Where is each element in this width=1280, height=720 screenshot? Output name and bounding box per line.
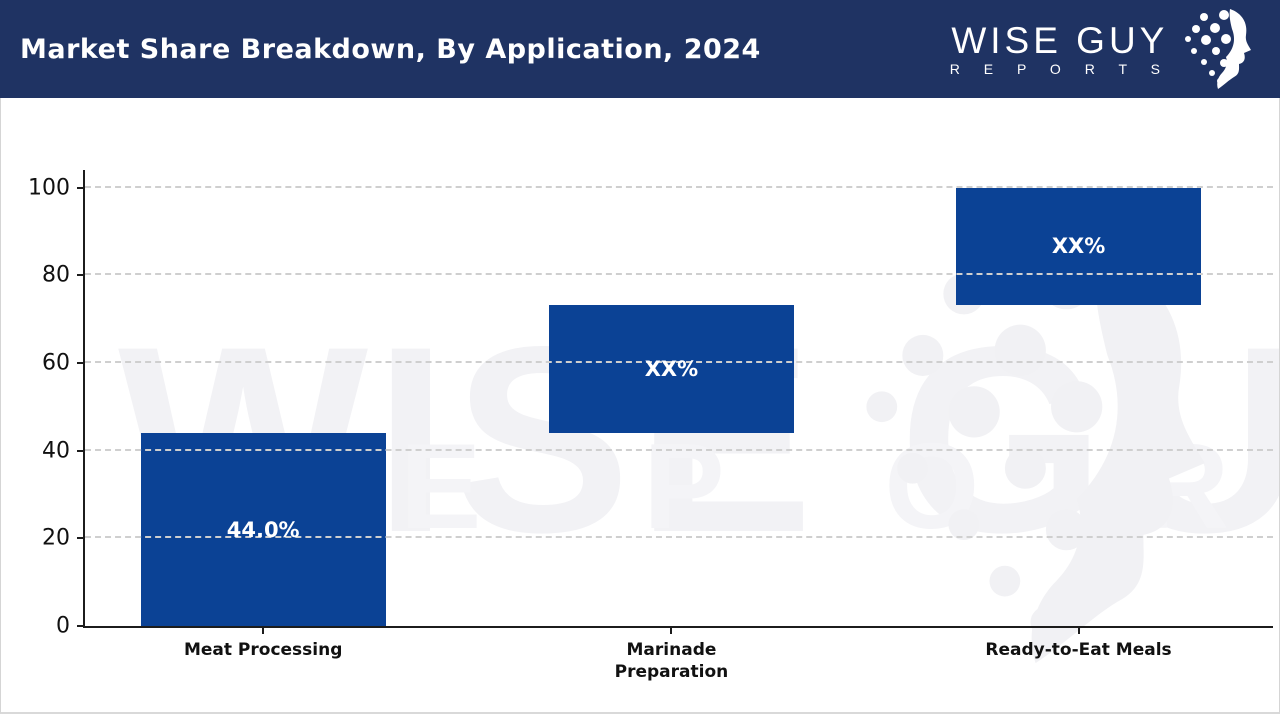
y-tick-label: 80 — [42, 262, 70, 288]
bar-marinade-preparation — [548, 304, 794, 434]
gridline-y-60 — [85, 360, 1273, 363]
face-dots-icon — [1185, 9, 1251, 89]
x-axis-line — [83, 626, 1273, 628]
gridline-y-40 — [85, 448, 1273, 451]
y-tick-mark — [77, 361, 85, 364]
bar-value-label: XX% — [1051, 234, 1106, 259]
y-tick-label: 20 — [42, 525, 70, 551]
gridline-y-100 — [85, 185, 1273, 188]
bar-value-label: 44.0% — [226, 517, 300, 542]
logo-wordmark: WISE GUY R E P O R T S — [950, 22, 1170, 77]
y-tick-mark — [77, 625, 85, 627]
y-tick-label: 0 — [56, 613, 70, 639]
page-title: Market Share Breakdown, By Application, … — [20, 33, 761, 65]
x-category-label: Marinade Preparation — [614, 640, 729, 683]
x-category-label: Meat Processing — [183, 640, 343, 660]
bar-value-label: XX% — [644, 356, 699, 381]
bar-meat-processing — [140, 433, 386, 626]
y-tick-label: 60 — [42, 350, 70, 376]
x-tick-mark — [1077, 626, 1080, 634]
x-tick-mark — [670, 626, 673, 634]
x-tick-mark — [262, 626, 265, 634]
x-category-label: Ready-to-Eat Meals — [985, 640, 1172, 660]
wise-guy-reports-logo: WISE GUY R E P O R T S — [950, 7, 1252, 91]
y-tick-mark — [77, 537, 85, 540]
logo-wordmark-line2: R E P O R T S — [949, 60, 1170, 77]
plot-area: 44.0% XX% XX% — [83, 170, 1273, 628]
header-band: Market Share Breakdown, By Application, … — [0, 0, 1280, 98]
gridline-y-80 — [85, 273, 1273, 276]
y-tick-mark — [77, 186, 85, 189]
y-tick-mark — [77, 274, 85, 277]
y-axis-line — [83, 170, 85, 628]
y-tick-label: 100 — [28, 175, 70, 201]
y-tick-mark — [77, 449, 85, 452]
logo-wordmark-line1: WISE GUY — [951, 19, 1169, 61]
gridline-y-20 — [85, 536, 1273, 539]
y-tick-label: 40 — [42, 438, 70, 464]
